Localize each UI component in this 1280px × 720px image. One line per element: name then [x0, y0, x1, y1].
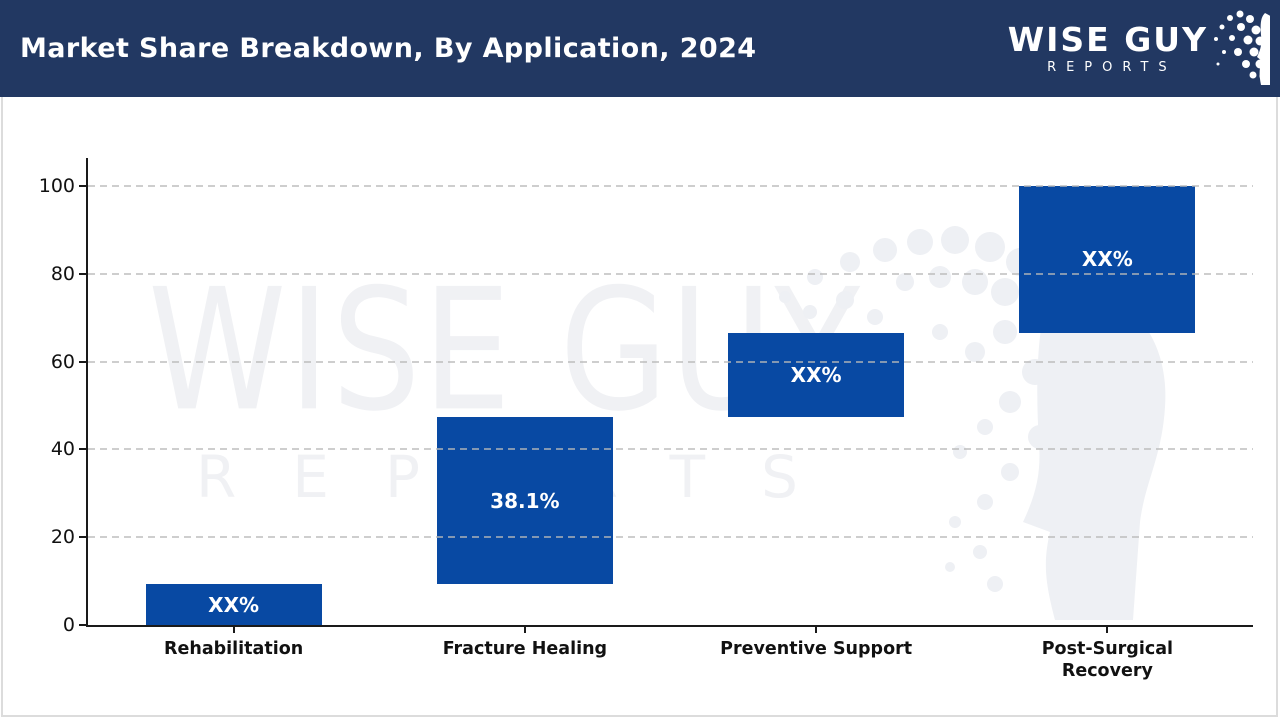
y-tick — [79, 536, 86, 539]
bar-fracture-healing: 38.1% — [436, 416, 613, 585]
logo-face-icon — [1214, 10, 1270, 85]
bar-value-label: XX% — [790, 362, 842, 387]
header: Market Share Breakdown, By Application, … — [0, 0, 1280, 97]
bar-rehabilitation: XX% — [145, 584, 322, 625]
x-tick — [523, 625, 526, 633]
bar-preventive-support: XX% — [728, 332, 905, 417]
wise-guy-logo: WISE GUY REPORTS — [1008, 7, 1270, 91]
category-label-preventive-support: Preventive Support — [720, 639, 913, 659]
y-tick — [79, 360, 86, 363]
x-tick — [815, 625, 818, 633]
y-tick-label: 40 — [50, 438, 75, 461]
y-tick-label: 80 — [50, 262, 75, 285]
y-tick-label: 0 — [62, 614, 75, 636]
category-label-post-surgical-recovery: Post-Surgical Recovery — [1041, 639, 1174, 681]
category-label-fracture-healing: Fracture Healing — [442, 639, 608, 659]
bar-value-label: XX% — [208, 592, 260, 617]
x-tick — [1106, 625, 1109, 633]
gridline-80 — [88, 272, 1253, 275]
x-axis-line — [86, 625, 1253, 627]
y-tick — [79, 272, 86, 275]
gridline-100 — [88, 185, 1253, 187]
gridline-20 — [88, 536, 1253, 539]
gridline-40 — [88, 448, 1253, 451]
y-tick-label: 20 — [50, 526, 75, 549]
y-tick-label: 100 — [38, 175, 75, 197]
logo-wordmark: WISE GUY — [1007, 19, 1208, 59]
bar-post-surgical-recovery: XX% — [1019, 186, 1196, 333]
y-axis-line — [86, 158, 88, 627]
page-title: Market Share Breakdown, By Application, … — [20, 33, 757, 64]
bar-value-label: 38.1% — [490, 488, 560, 513]
y-tick — [79, 448, 86, 451]
y-tick-label: 60 — [50, 350, 75, 373]
y-tick — [79, 624, 86, 626]
logo-subtitle: REPORTS — [1047, 59, 1177, 75]
gridline-60 — [88, 360, 1253, 363]
x-tick — [232, 625, 235, 633]
category-label-rehabilitation: Rehabilitation — [164, 639, 304, 659]
logo-text: WISE GUY REPORTS — [1008, 23, 1208, 75]
y-tick — [79, 185, 86, 187]
bar-value-label: XX% — [1081, 247, 1133, 272]
